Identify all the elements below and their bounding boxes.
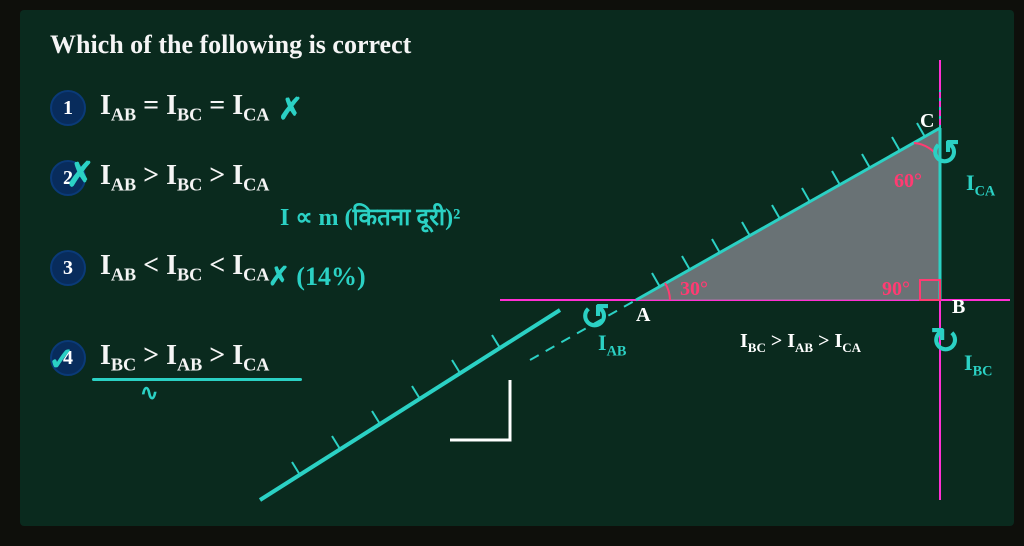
option-1[interactable]: 1 IAB = IBC = ICA	[50, 90, 269, 126]
question-text: Which of the following is correct	[50, 30, 411, 60]
vertex-A-label: A	[636, 304, 650, 327]
cross-2-icon: ✗	[66, 155, 95, 195]
tilde-option-4: ∿	[140, 380, 158, 406]
answer-text: IBC > IAB > ICA	[740, 330, 861, 356]
option-3[interactable]: 3 IAB < IBC < ICA	[50, 250, 269, 286]
cross-1-icon: ✗	[278, 92, 303, 127]
option-badge-1: 1	[50, 90, 86, 126]
cross-3-annotation: ✗ (14%)	[268, 262, 366, 292]
vertex-C-label: C	[920, 110, 934, 133]
i-bc-label: IBC	[964, 350, 992, 380]
frame: Which of the following is correct 1 IAB …	[0, 0, 1024, 546]
underline-option-4	[92, 378, 302, 381]
option-4[interactable]: 4 IBC > IAB > ICA	[50, 340, 269, 376]
rotation-ica-icon: ↺	[930, 132, 960, 174]
rotation-ibc-icon: ↻	[930, 320, 960, 362]
angle-A-label: 30°	[680, 278, 708, 301]
check-4-icon: ✓	[48, 340, 75, 378]
option-text-2: IAB > IBC > ICA	[100, 160, 269, 196]
i-ca-label: ICA	[966, 170, 995, 200]
option-text-1: IAB = IBC = ICA	[100, 90, 269, 126]
angle-C-label: 60°	[894, 170, 922, 193]
option-text-3: IAB < IBC < ICA	[100, 250, 269, 286]
option-badge-3: 3	[50, 250, 86, 286]
vertex-B-label: B	[952, 296, 965, 319]
formula-annotation: I ∝ m (कितना दूरी)²	[280, 200, 460, 233]
option-text-4: IBC > IAB > ICA	[100, 340, 269, 376]
rotation-iab-icon: ↺	[580, 296, 610, 338]
angle-B-label: 90°	[882, 278, 910, 301]
